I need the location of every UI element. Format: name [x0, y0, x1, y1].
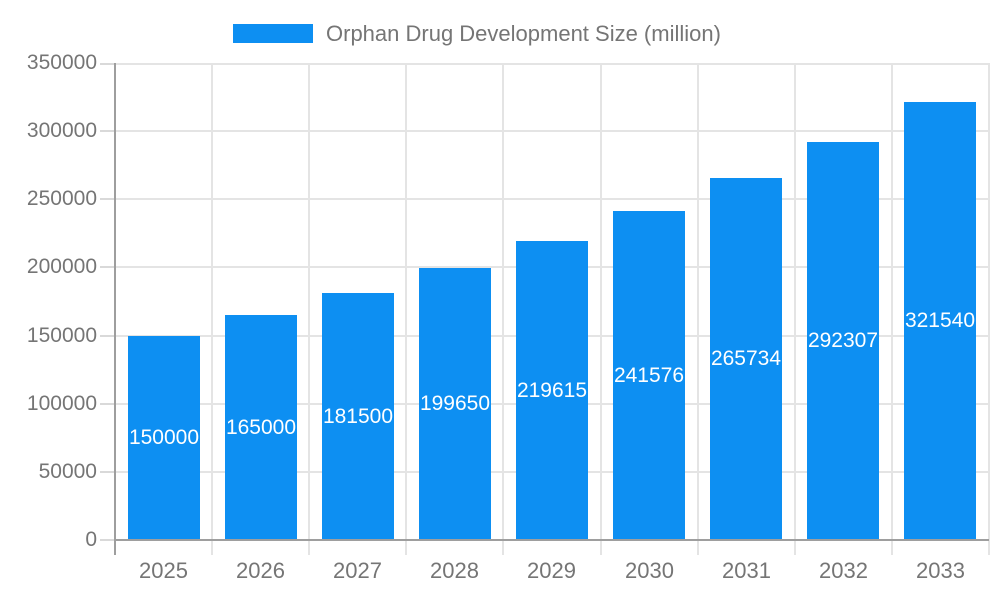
grid-line-horizontal — [115, 198, 989, 200]
grid-line-horizontal — [115, 63, 989, 65]
bar: 199650 — [419, 268, 491, 540]
plot-area: 0 50000 100000 150000 200000 250000 300000 3500… — [27, 51, 990, 583]
grid-line-vertical — [600, 63, 602, 555]
x-tick-label: 2031 — [722, 558, 771, 583]
grid-line-vertical — [211, 63, 213, 555]
bar-value-label: 199650 — [419, 392, 491, 415]
bar-value-label: 181500 — [322, 404, 394, 428]
grid-line-vertical — [502, 63, 504, 555]
bar-value-label: 165000 — [225, 415, 297, 439]
bar-value-label: 241576 — [613, 363, 685, 387]
grid-line-vertical — [891, 63, 893, 555]
grid-line-horizontal — [115, 130, 989, 132]
y-axis-tick — [100, 130, 115, 132]
y-tick-label: 150000 — [26, 324, 97, 347]
x-tick-label: 2033 — [916, 558, 965, 583]
y-tick-label: 0 — [85, 528, 97, 551]
grid-line-vertical — [308, 63, 310, 555]
grid-line-vertical — [697, 63, 699, 555]
x-tick-label: 2025 — [139, 558, 188, 583]
y-axis-tick — [100, 403, 115, 405]
y-tick-label: 50000 — [38, 460, 97, 483]
bar: 165000 — [225, 315, 297, 540]
legend-label: Orphan Drug Development Size (million) — [326, 20, 721, 46]
x-tick-label: 2030 — [625, 558, 674, 583]
bar-value-label: 292307 — [807, 329, 879, 352]
y-axis-tick — [100, 471, 115, 473]
y-tick-label: 100000 — [26, 392, 97, 415]
legend-swatch — [233, 24, 313, 43]
bar: 241576 — [613, 211, 685, 540]
x-tick-label: 2028 — [430, 558, 479, 583]
bar-value-label: 219615 — [516, 378, 588, 402]
bar: 181500 — [322, 293, 394, 540]
y-tick-label: 350000 — [26, 51, 97, 74]
x-axis-baseline — [115, 539, 989, 541]
y-axis-tick — [100, 198, 115, 200]
chart-legend: Orphan Drug Development Size (million) — [233, 20, 721, 47]
y-axis-tick — [100, 335, 115, 337]
bar: 219615 — [516, 241, 588, 540]
y-tick-label: 300000 — [26, 119, 97, 142]
y-axis-tick — [100, 63, 115, 65]
y-tick-label: 250000 — [26, 187, 97, 210]
bar-value-label: 321540 — [904, 309, 976, 332]
y-axis-tick — [100, 539, 115, 541]
bar-value-label: 265734 — [710, 347, 782, 370]
y-axis-line — [114, 63, 116, 555]
bar: 150000 — [128, 336, 200, 540]
y-axis-tick — [100, 266, 115, 268]
bar: 321540 — [904, 102, 976, 540]
x-tick-label: 2027 — [333, 558, 382, 583]
bar: 265734 — [710, 178, 782, 540]
grid-line-vertical — [988, 63, 990, 555]
x-tick-label: 2026 — [236, 558, 285, 583]
bar: 292307 — [807, 142, 879, 540]
x-tick-label: 2032 — [819, 558, 868, 583]
x-tick-label: 2029 — [527, 558, 576, 583]
y-tick-label: 200000 — [26, 255, 97, 278]
bar-value-label: 150000 — [128, 426, 200, 449]
grid-line-vertical — [794, 63, 796, 555]
grid-line-vertical — [405, 63, 407, 555]
